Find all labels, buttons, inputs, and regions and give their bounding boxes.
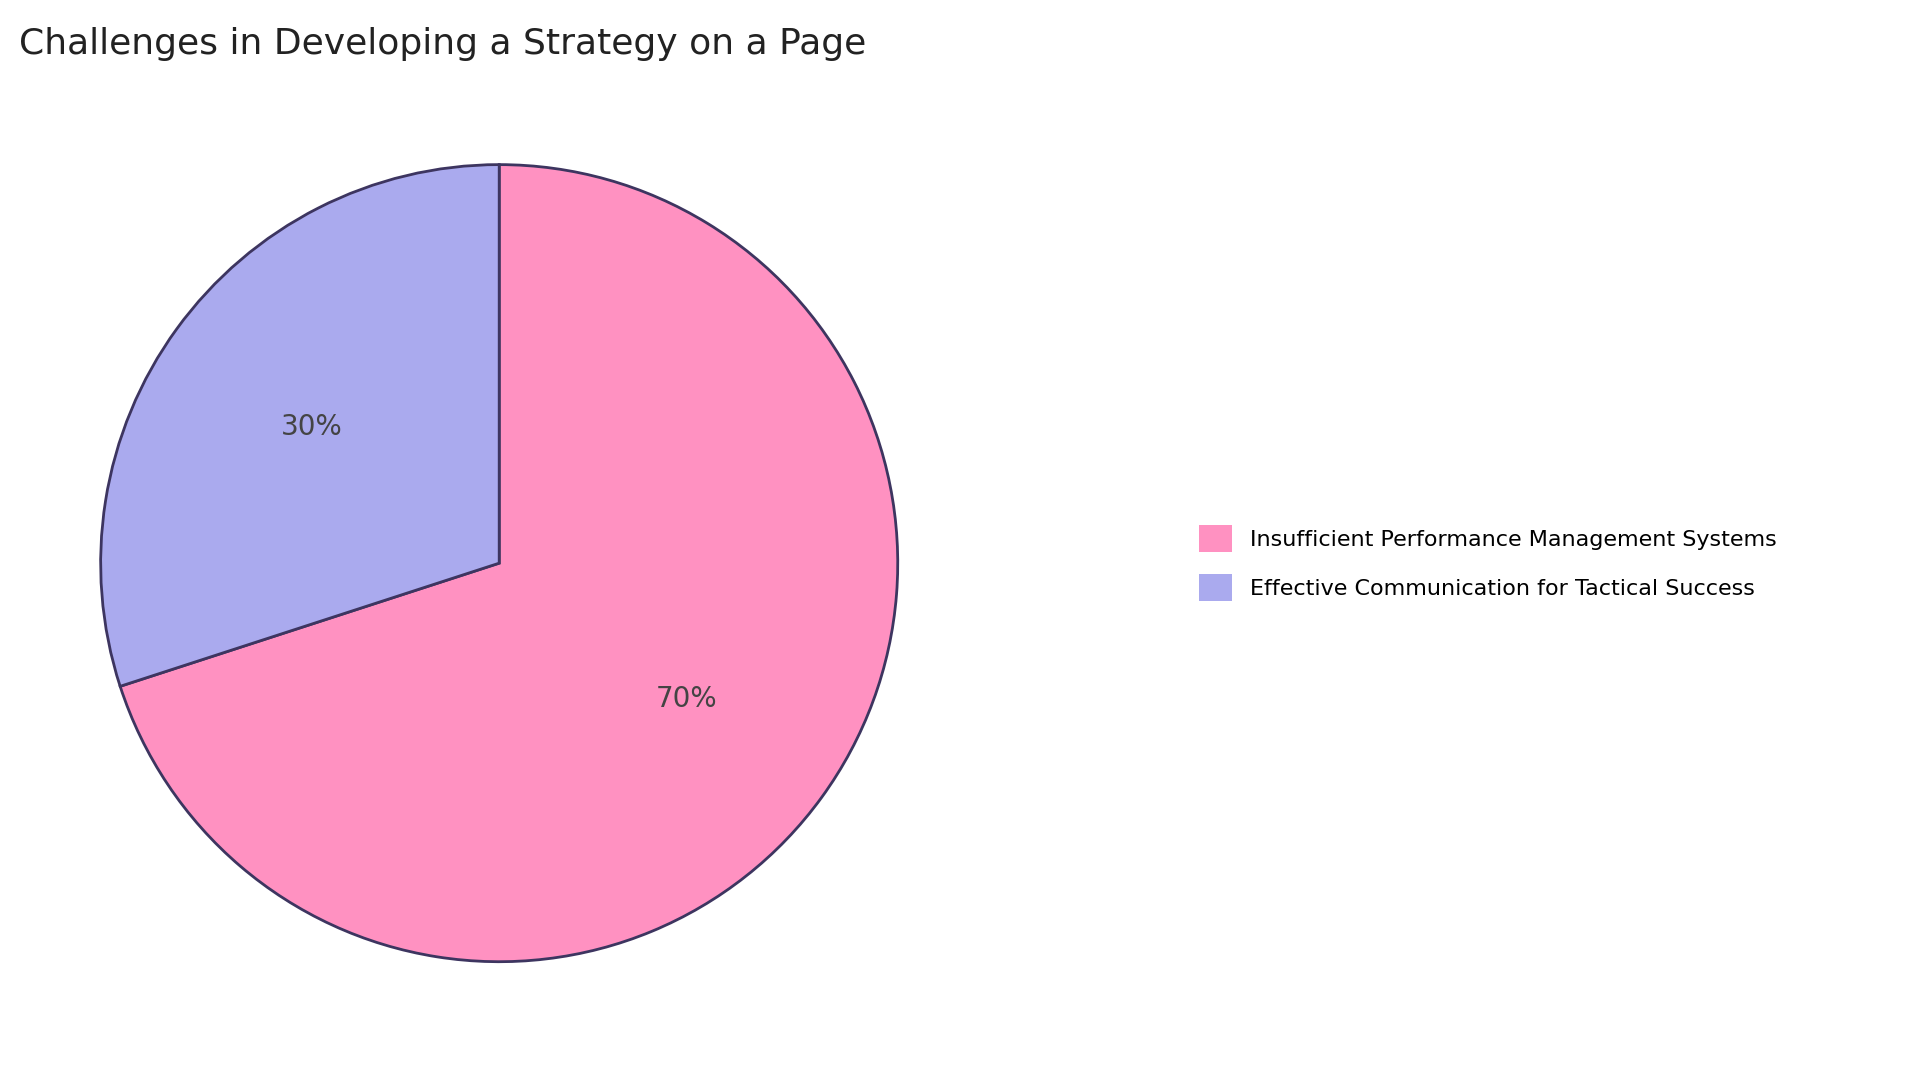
- Text: Challenges in Developing a Strategy on a Page: Challenges in Developing a Strategy on a…: [19, 27, 866, 61]
- Wedge shape: [100, 165, 499, 687]
- Text: 30%: 30%: [282, 414, 344, 441]
- Text: 70%: 70%: [655, 686, 716, 713]
- Wedge shape: [121, 165, 899, 962]
- Legend: Insufficient Performance Management Systems, Effective Communication for Tactica: Insufficient Performance Management Syst…: [1188, 513, 1788, 613]
